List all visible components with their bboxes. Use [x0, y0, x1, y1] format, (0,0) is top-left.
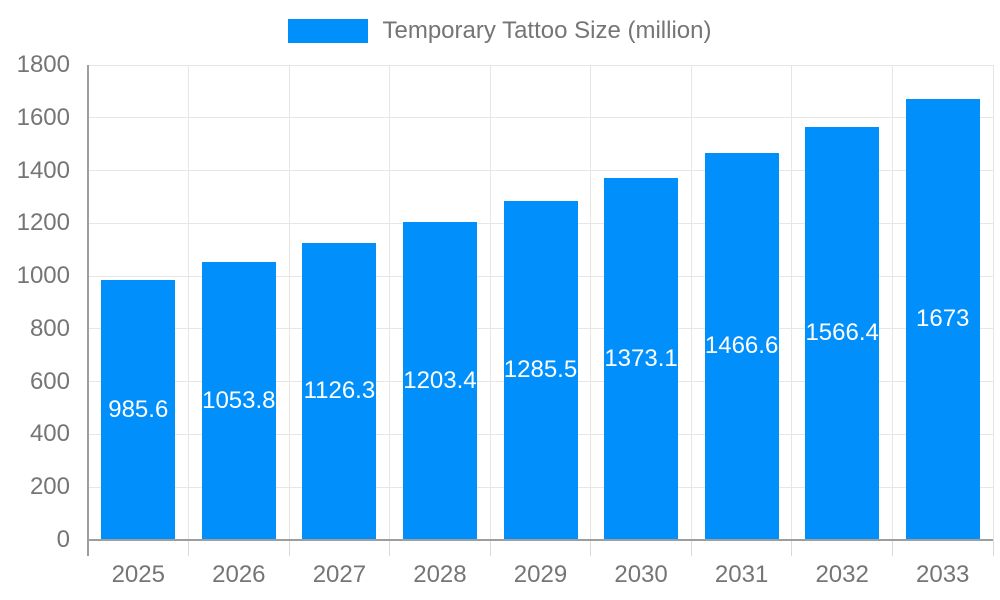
- x-tick-label: 2028: [413, 561, 467, 588]
- bar-value-label: 1566.4: [805, 319, 879, 347]
- x-tick-label: 2027: [312, 561, 367, 588]
- y-tick-label: 1800: [16, 51, 70, 78]
- x-tick-label: 2033: [916, 561, 970, 588]
- bar-value-label: 1053.8: [202, 386, 276, 414]
- bar[interactable]: [201, 261, 276, 540]
- x-axis-tick: [590, 540, 592, 556]
- x-axis-tick: [791, 540, 793, 556]
- x-axis-line: [88, 539, 993, 541]
- y-tick-label: 1600: [16, 103, 70, 131]
- x-tick-label: 2030: [614, 561, 668, 588]
- bar-value-label: 1285.5: [503, 356, 578, 384]
- x-tick-label: 2025: [111, 561, 165, 588]
- bar[interactable]: [905, 98, 980, 540]
- x-axis-tick: [489, 540, 491, 556]
- bar-value-label: 1126.3: [303, 377, 376, 405]
- x-axis-tick: [891, 540, 893, 556]
- legend-label: Temporary Tattoo Size (million): [382, 17, 712, 44]
- x-tick-label: 2029: [513, 561, 568, 588]
- bar-value-label: 1673: [916, 305, 970, 333]
- v-gridline: [489, 65, 491, 540]
- x-axis-tick: [188, 540, 190, 556]
- bar-value-label: 1373.1: [604, 344, 678, 372]
- bar[interactable]: [402, 222, 477, 540]
- h-gridline: [88, 64, 993, 66]
- bar-value-label: 1466.6: [704, 332, 779, 360]
- bar-value-label: 985.6: [108, 395, 169, 423]
- v-gridline: [389, 65, 391, 540]
- bar-value-label: 1203.4: [403, 367, 477, 395]
- v-gridline: [590, 65, 592, 540]
- x-tick-label: 2026: [212, 561, 266, 588]
- x-axis-tick: [690, 540, 692, 556]
- legend-swatch: [288, 19, 369, 43]
- x-axis-tick: [288, 540, 290, 556]
- y-tick-label: 200: [29, 473, 70, 501]
- v-gridline: [791, 65, 793, 540]
- v-gridline: [288, 65, 290, 540]
- chart-legend: Temporary Tattoo Size (million): [0, 18, 1000, 44]
- x-axis-tick: [992, 540, 994, 556]
- v-gridline: [891, 65, 893, 540]
- y-tick-label: 1000: [16, 262, 70, 290]
- y-tick-label: 1200: [16, 209, 70, 237]
- v-gridline: [690, 65, 692, 540]
- h-gridline: [88, 170, 993, 172]
- y-tick-label: 0: [56, 526, 70, 553]
- x-tick-label: 2032: [815, 561, 869, 588]
- bar[interactable]: [604, 177, 679, 540]
- bar[interactable]: [503, 200, 578, 540]
- y-tick-label: 1400: [16, 156, 70, 184]
- y-tick-label: 600: [29, 367, 70, 395]
- bar[interactable]: [302, 242, 377, 540]
- x-axis-tick: [389, 540, 391, 556]
- bar[interactable]: [805, 126, 880, 540]
- x-tick-label: 2031: [714, 561, 769, 588]
- y-tick-label: 800: [29, 314, 70, 342]
- h-gridline: [88, 117, 993, 119]
- bar[interactable]: [101, 279, 176, 540]
- v-gridline: [992, 65, 994, 540]
- bar[interactable]: [704, 152, 779, 540]
- v-gridline: [188, 65, 190, 540]
- y-tick-label: 400: [29, 420, 70, 448]
- y-axis-line: [87, 65, 89, 556]
